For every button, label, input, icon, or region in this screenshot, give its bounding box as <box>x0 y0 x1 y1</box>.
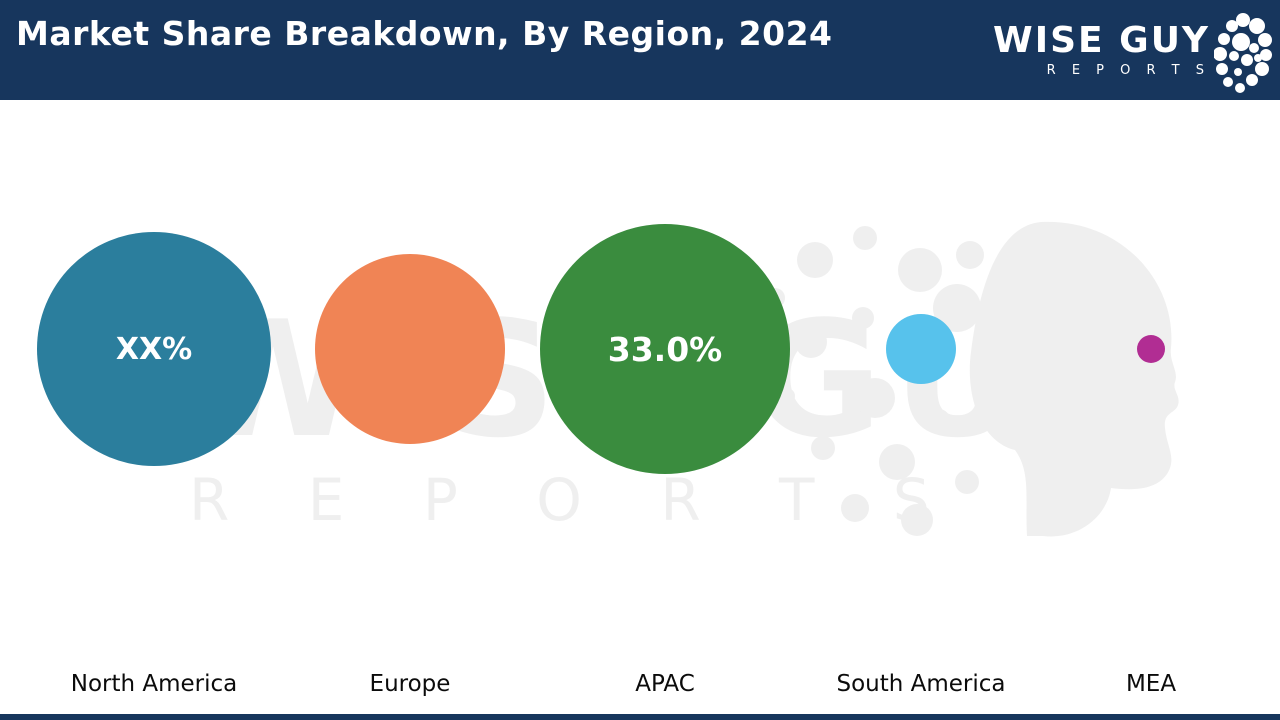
logo-text: WISE GUY R E P O R T S <box>993 22 1210 78</box>
region-label-mea: MEA <box>1125 671 1177 697</box>
bubble-value-north-america: XX% <box>115 331 193 367</box>
logo-wordmark: WISE GUY <box>992 20 1210 61</box>
bubble-apac: 33.0% <box>540 224 790 474</box>
bubble-value-apac: 33.0% <box>607 329 723 369</box>
bubble-mea <box>1137 335 1165 363</box>
region-label-europe: Europe <box>369 671 451 697</box>
bubble-europe <box>315 254 505 444</box>
region-label-apac: APAC <box>635 671 695 697</box>
bubble-north-america: XX% <box>37 232 271 466</box>
chart-title: Market Share Breakdown, By Region, 2024 <box>16 14 833 53</box>
wiseguy-logo: WISE GUY R E P O R T S <box>993 12 1272 98</box>
region-label-north-america: North America <box>70 671 238 697</box>
footer-bar <box>0 714 1280 720</box>
logo-subtitle: R E P O R T S <box>1046 62 1210 78</box>
bubble-south-america <box>886 314 956 384</box>
region-label-south-america: South America <box>836 671 1006 697</box>
header: Market Share Breakdown, By Region, 2024 … <box>0 0 1280 100</box>
dotted-head-icon <box>1214 13 1272 93</box>
